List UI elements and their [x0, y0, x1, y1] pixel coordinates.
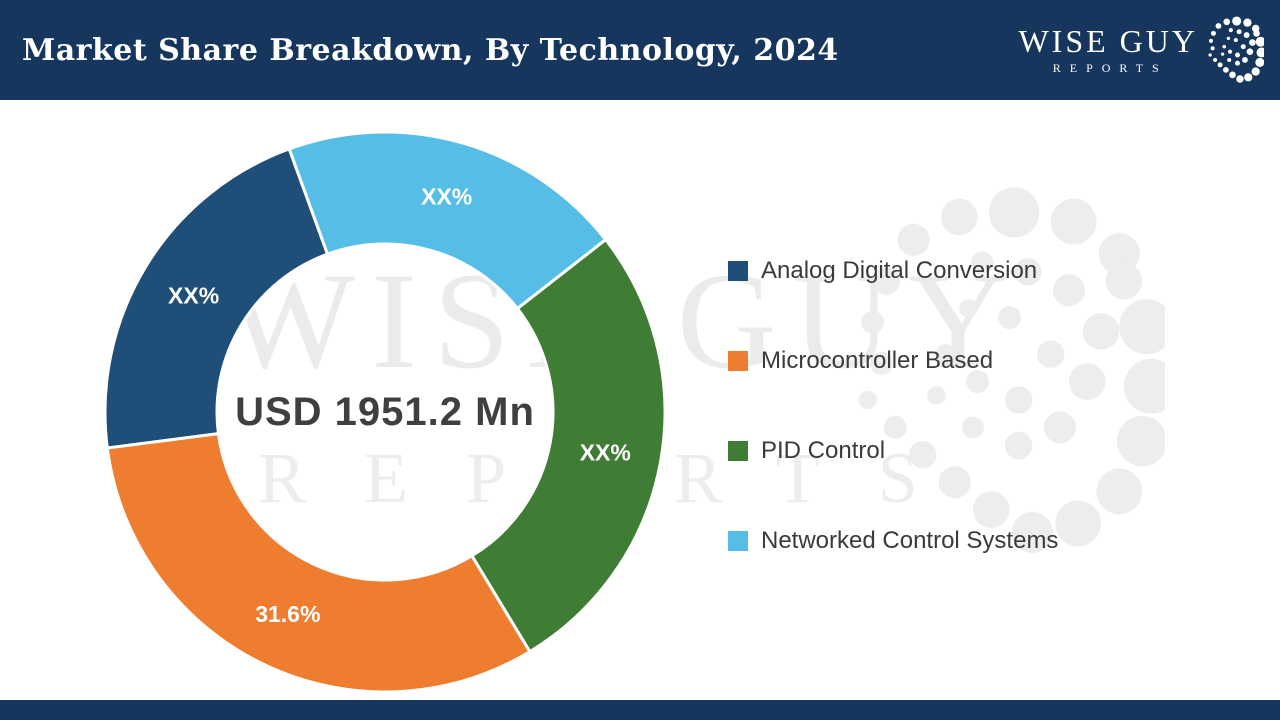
legend-label: Microcontroller Based — [761, 347, 994, 374]
donut-segment-networked-control-systems — [287, 130, 608, 311]
legend-label: Networked Control Systems — [761, 527, 1059, 554]
segment-label-networked-control-systems: XX% — [421, 184, 472, 210]
legend-swatch-icon — [728, 531, 748, 551]
legend-swatch-icon — [728, 351, 748, 371]
footer-bar — [0, 700, 1280, 720]
donut-chart: XX% 31.6% XX% XX% — [103, 130, 667, 694]
segment-label-pid-control: XX% — [580, 440, 631, 466]
chart-container: XX% 31.6% XX% XX% USD 1951.2 Mn — [100, 127, 670, 697]
legend-label: Analog Digital Conversion — [761, 257, 1038, 284]
logo-wordmark-text: WISE GUY — [1018, 22, 1198, 59]
legend-swatch-icon — [728, 441, 748, 461]
donut-segment-microcontroller-based — [105, 431, 532, 694]
legend-swatch-icon — [728, 261, 748, 281]
legend-label: PID Control — [761, 437, 886, 464]
legend-item: Analog Digital Conversion — [728, 257, 1058, 284]
donut-segment-analog-digital-conversion — [103, 146, 330, 450]
donut-segment-pid-control — [469, 237, 667, 654]
legend-item: Microcontroller Based — [728, 347, 1058, 374]
header-bar: Market Share Breakdown, By Technology, 2… — [0, 0, 1280, 100]
chart-legend: Analog Digital Conversion Microcontroller… — [728, 257, 1059, 618]
page-title: Market Share Breakdown, By Technology, 2… — [22, 32, 839, 68]
segment-label-analog-digital-conversion: XX% — [168, 283, 219, 309]
logo-head-dots-icon — [1208, 16, 1264, 83]
logo-reports-text: REPORTS — [1052, 60, 1168, 75]
legend-item: PID Control — [728, 437, 1058, 464]
logo-wordmark: WISE GUY REPORTS — [1018, 25, 1198, 76]
brand-logo: WISE GUY REPORTS — [1018, 15, 1264, 85]
segment-label-microcontroller-based: 31.6% — [255, 601, 320, 627]
legend-item: Networked Control Systems — [728, 527, 1059, 554]
